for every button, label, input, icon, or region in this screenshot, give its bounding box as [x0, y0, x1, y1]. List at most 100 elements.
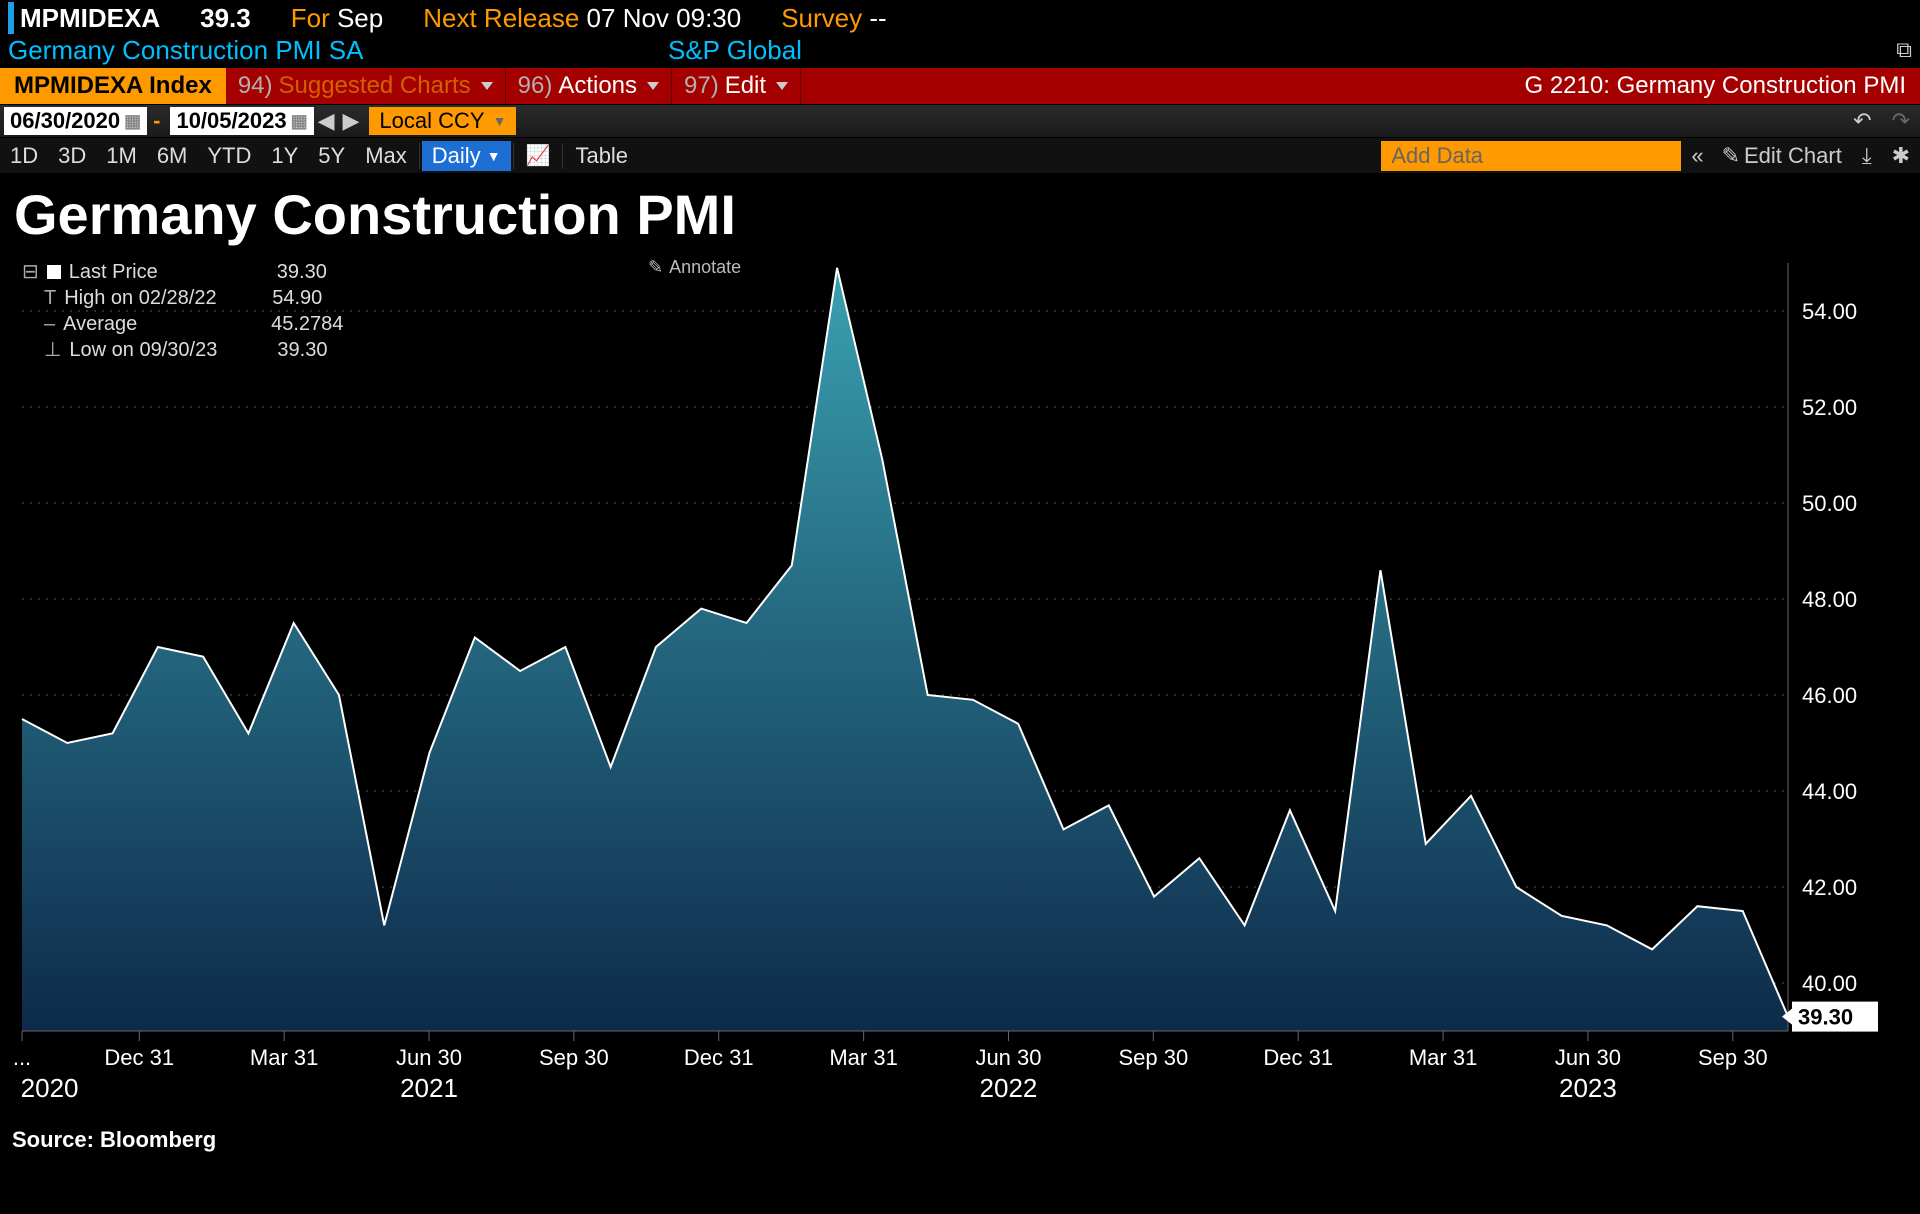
svg-text:Sep 30: Sep 30	[1698, 1045, 1768, 1070]
last-price-label: Last Price	[69, 259, 269, 285]
low-value: 39.30	[277, 337, 327, 363]
svg-text:48.00: 48.00	[1802, 587, 1857, 612]
next-release-value: 07 Nov 09:30	[587, 3, 742, 33]
frequency-label: Daily	[432, 143, 481, 169]
table-button[interactable]: Table	[565, 141, 638, 171]
actions-label: Actions	[558, 72, 637, 100]
survey-label: Survey	[781, 3, 862, 33]
annotate-label: Annotate	[669, 257, 741, 278]
svg-text:50.00: 50.00	[1802, 491, 1857, 516]
ticker-symbol: MPMIDEXA	[8, 2, 160, 34]
pencil-icon: ✎	[648, 257, 663, 278]
date-from-value: 06/30/2020	[10, 108, 120, 134]
svg-text:Dec 31: Dec 31	[104, 1045, 174, 1070]
add-data-placeholder: Add Data	[1391, 143, 1483, 168]
svg-text:2021: 2021	[400, 1073, 458, 1103]
svg-text:46.00: 46.00	[1802, 683, 1857, 708]
popout-icon[interactable]: ⧉	[1896, 34, 1912, 66]
svg-text:2022: 2022	[980, 1073, 1038, 1103]
low-marker-icon: ⊥	[44, 337, 61, 363]
chevron-down-icon	[776, 82, 788, 90]
range-5y-button[interactable]: 5Y	[308, 141, 355, 170]
subtitle-left: Germany Construction PMI SA	[8, 34, 628, 66]
edit-button[interactable]: 97) Edit	[672, 68, 801, 104]
edit-chart-button[interactable]: ✎ Edit Chart	[1712, 143, 1852, 169]
range-6m-button[interactable]: 6M	[147, 141, 198, 170]
svg-text:2023: 2023	[1559, 1073, 1617, 1103]
chart-id-label: G 2210: Germany Construction PMI	[1511, 68, 1920, 104]
chart-svg[interactable]: 40.00 42.00 44.00 46.00 48.00 50.00 52.00 54.00…	[8, 251, 1898, 1121]
edit-num: 97)	[684, 72, 719, 100]
date-next-button[interactable]: ▶	[339, 108, 364, 134]
suggested-label: Suggested Charts	[279, 72, 471, 100]
filter-bar: 06/30/2020 ▦ - 10/05/2023 ▦ ◀ ▶ Local CC…	[0, 104, 1920, 138]
range-1y-button[interactable]: 1Y	[261, 141, 308, 170]
chevron-down-icon: ▼	[493, 113, 507, 129]
svg-text:40.00: 40.00	[1802, 971, 1857, 996]
next-release-group: Next Release 07 Nov 09:30	[423, 2, 741, 34]
date-to-input[interactable]: 10/05/2023 ▦	[170, 107, 313, 135]
svg-text:Sep 30: Sep 30	[539, 1045, 609, 1070]
high-value: 54.90	[272, 285, 322, 311]
last-price-value: 39.30	[277, 259, 327, 285]
function-bar: MPMIDEXA Index 94) Suggested Charts 96) …	[0, 68, 1920, 104]
svg-text:42.00: 42.00	[1802, 875, 1857, 900]
range-3d-button[interactable]: 3D	[48, 141, 96, 170]
ccy-label: Local CCY	[379, 108, 484, 134]
avg-marker-icon: –	[44, 311, 55, 337]
svg-text:Jun 30: Jun 30	[396, 1045, 462, 1070]
currency-selector[interactable]: Local CCY ▼	[369, 107, 516, 135]
undo-button[interactable]: ↶	[1843, 108, 1881, 134]
chart-legend: ⊟ Last Price 39.30 T High on 02/28/22 54…	[22, 259, 343, 363]
svg-text:Jun 30: Jun 30	[975, 1045, 1041, 1070]
for-label: For	[291, 3, 330, 33]
high-marker-icon: T	[44, 285, 56, 311]
suggested-charts-button[interactable]: 94) Suggested Charts	[226, 68, 506, 104]
next-release-label: Next Release	[423, 3, 579, 33]
date-to-value: 10/05/2023	[176, 108, 286, 134]
date-from-input[interactable]: 06/30/2020 ▦	[4, 107, 147, 135]
calendar-icon: ▦	[291, 111, 308, 132]
quote-header: MPMIDEXA 39.3 For Sep Next Release 07 No…	[0, 0, 1920, 68]
svg-text:39.30: 39.30	[1798, 1005, 1853, 1030]
ticker-value: 39.3	[200, 2, 251, 34]
svg-text:Dec 31: Dec 31	[1263, 1045, 1333, 1070]
high-label: High on 02/28/22	[64, 285, 264, 311]
legend-toggle-icon[interactable]: ⊟	[22, 259, 39, 285]
add-data-input[interactable]: Add Data	[1381, 141, 1681, 171]
chart-title: Germany Construction PMI	[0, 174, 1920, 251]
collapse-icon[interactable]: «	[1681, 143, 1711, 169]
redo-button[interactable]: ↷	[1882, 108, 1920, 134]
pencil-icon: ✎	[1722, 143, 1740, 169]
avg-value: 45.2784	[271, 311, 343, 337]
export-icon[interactable]: ⤓	[1852, 143, 1882, 169]
frequency-selector[interactable]: Daily ▼	[422, 141, 511, 171]
svg-text:44.00: 44.00	[1802, 779, 1857, 804]
subtitle-right: S&P Global	[668, 34, 802, 66]
series-color-swatch	[47, 265, 61, 279]
svg-text:Mar 31: Mar 31	[250, 1045, 318, 1070]
date-prev-button[interactable]: ◀	[314, 108, 339, 134]
range-1m-button[interactable]: 1M	[96, 141, 147, 170]
annotate-hint[interactable]: ✎ Annotate	[648, 257, 741, 278]
svg-text:Jun 30: Jun 30	[1555, 1045, 1621, 1070]
index-pill[interactable]: MPMIDEXA Index	[0, 68, 226, 104]
svg-text:54.00: 54.00	[1802, 299, 1857, 324]
chart-area[interactable]: 40.00 42.00 44.00 46.00 48.00 50.00 52.00 54.00…	[8, 251, 1912, 1121]
range-ytd-button[interactable]: YTD	[197, 141, 261, 170]
chart-type-icon[interactable]: 📈	[516, 143, 561, 168]
source-label: Source: Bloomberg	[0, 1125, 1920, 1155]
calendar-icon: ▦	[124, 111, 141, 132]
range-toolbar: 1D3D1M6MYTD1Y5YMax Daily ▼ 📈 Table Add D…	[0, 138, 1920, 174]
range-1d-button[interactable]: 1D	[0, 141, 48, 170]
actions-button[interactable]: 96) Actions	[506, 68, 672, 104]
svg-text:Mar 31: Mar 31	[1409, 1045, 1477, 1070]
avg-label: Average	[63, 311, 263, 337]
svg-text:52.00: 52.00	[1802, 395, 1857, 420]
range-max-button[interactable]: Max	[355, 141, 417, 170]
svg-text:...: ...	[13, 1045, 31, 1070]
settings-icon[interactable]: ✱	[1882, 143, 1920, 169]
low-label: Low on 09/30/23	[69, 337, 269, 363]
edit-chart-label: Edit Chart	[1744, 143, 1842, 169]
chevron-down-icon: ▼	[487, 148, 501, 164]
